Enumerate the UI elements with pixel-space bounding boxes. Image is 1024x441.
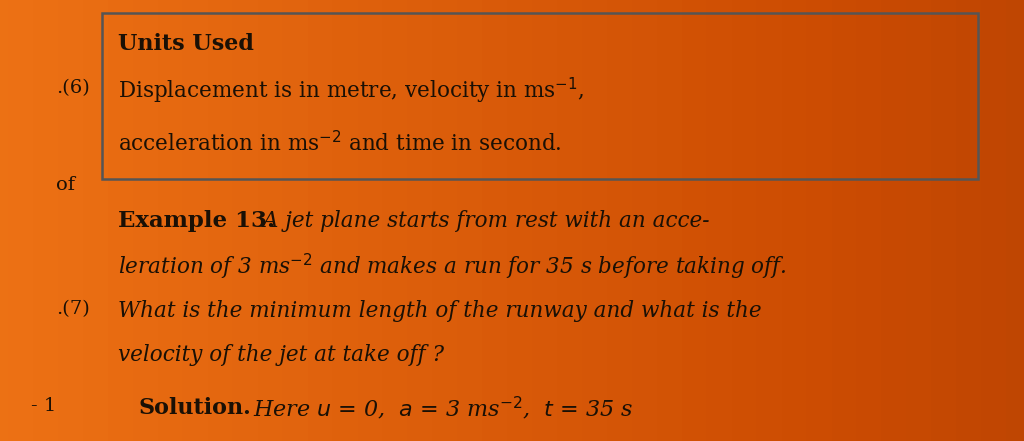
Text: Example 13.: Example 13. — [118, 209, 274, 232]
Text: - 1: - 1 — [31, 397, 56, 415]
Text: .(7): .(7) — [56, 300, 90, 318]
Text: Displacement is in metre, velocity in ms$^{-1}$,: Displacement is in metre, velocity in ms… — [118, 75, 584, 105]
Text: .(6): .(6) — [56, 79, 90, 97]
Text: Here $u$ = 0,  $a$ = 3 ms$^{-2}$,  $t$ = 35 s: Here $u$ = 0, $a$ = 3 ms$^{-2}$, $t$ = 3… — [246, 394, 633, 422]
Text: Units Used: Units Used — [118, 33, 254, 55]
Text: Solution.: Solution. — [138, 397, 251, 419]
Text: What is the minimum length of the runway and what is the: What is the minimum length of the runway… — [118, 300, 762, 322]
Text: velocity of the jet at take off ?: velocity of the jet at take off ? — [118, 344, 443, 366]
Text: of: of — [56, 176, 76, 194]
Text: leration of 3 ms$^{-2}$ and makes a run for 35 s before taking off.: leration of 3 ms$^{-2}$ and makes a run … — [118, 252, 786, 282]
Text: acceleration in ms$^{-2}$ and time in second.: acceleration in ms$^{-2}$ and time in se… — [118, 131, 561, 156]
Text: A jet plane starts from rest with an acce-: A jet plane starts from rest with an acc… — [256, 209, 710, 232]
